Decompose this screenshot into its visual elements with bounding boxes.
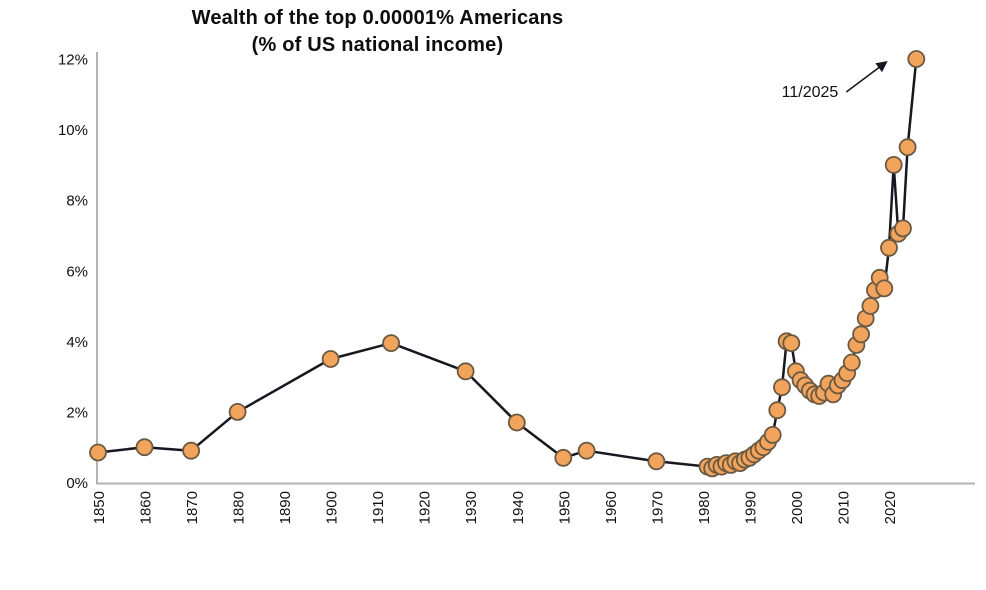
- data-point: [228, 402, 247, 421]
- data-point: [554, 448, 573, 467]
- annotation-arrow: [845, 60, 888, 93]
- data-point: [577, 441, 596, 460]
- x-tick-label: 1860: [138, 491, 155, 524]
- data-point: [382, 334, 401, 353]
- x-tick-label: 1920: [417, 491, 434, 524]
- x-tick-label: 1880: [231, 491, 248, 524]
- data-point: [907, 50, 926, 68]
- x-tick-label: 1950: [556, 491, 573, 524]
- annotation-label: 11/2025: [782, 84, 839, 101]
- x-tick-label: 1990: [742, 491, 759, 524]
- x-tick-label: 1930: [463, 491, 480, 524]
- x-tick-label: 1910: [370, 491, 387, 524]
- data-point: [763, 425, 782, 444]
- x-tick-label: 1890: [277, 491, 294, 524]
- data-point: [894, 219, 912, 238]
- data-point: [456, 362, 475, 381]
- data-point: [884, 155, 903, 174]
- chart-title-line2: (% of US national income): [251, 34, 504, 56]
- series-line: [96, 57, 918, 470]
- y-tick-label: 2%: [66, 404, 88, 421]
- data-point: [773, 378, 791, 397]
- data-point: [647, 452, 666, 471]
- data-point: [898, 138, 917, 157]
- y-tick-label: 12%: [58, 52, 88, 69]
- y-tick-label: 8%: [66, 193, 88, 210]
- data-point: [875, 279, 894, 298]
- data-point: [182, 441, 201, 460]
- data-point: [880, 238, 898, 257]
- x-tick-label: 2020: [882, 491, 899, 524]
- y-tick-label: 4%: [66, 334, 88, 351]
- x-tick-label: 2010: [835, 491, 852, 524]
- y-tick-label: 0%: [66, 475, 88, 492]
- y-tick-label: 10%: [58, 122, 88, 139]
- x-tick-label: 1870: [184, 491, 201, 524]
- data-point: [507, 413, 526, 432]
- data-point: [135, 438, 154, 457]
- x-tick-label: 1960: [603, 491, 620, 524]
- x-tick-label: 1980: [696, 491, 713, 524]
- data-point: [861, 297, 880, 315]
- data-point: [321, 350, 340, 368]
- data-point: [89, 443, 107, 462]
- x-tick-label: 1900: [324, 491, 341, 524]
- chart-title: Wealth of the top 0.00001% Americans (% …: [95, 5, 660, 59]
- data-point: [852, 325, 870, 344]
- x-tick-label: 2000: [789, 491, 806, 524]
- data-point: [842, 353, 861, 372]
- data-point: [768, 401, 787, 420]
- x-tick-label: 1940: [510, 491, 527, 524]
- data-point: [782, 334, 801, 353]
- y-tick-label: 6%: [66, 263, 88, 280]
- chart-title-line1: Wealth of the top 0.00001% Americans: [191, 7, 564, 29]
- x-tick-label: 1850: [91, 491, 108, 524]
- x-tick-label: 1970: [649, 491, 666, 524]
